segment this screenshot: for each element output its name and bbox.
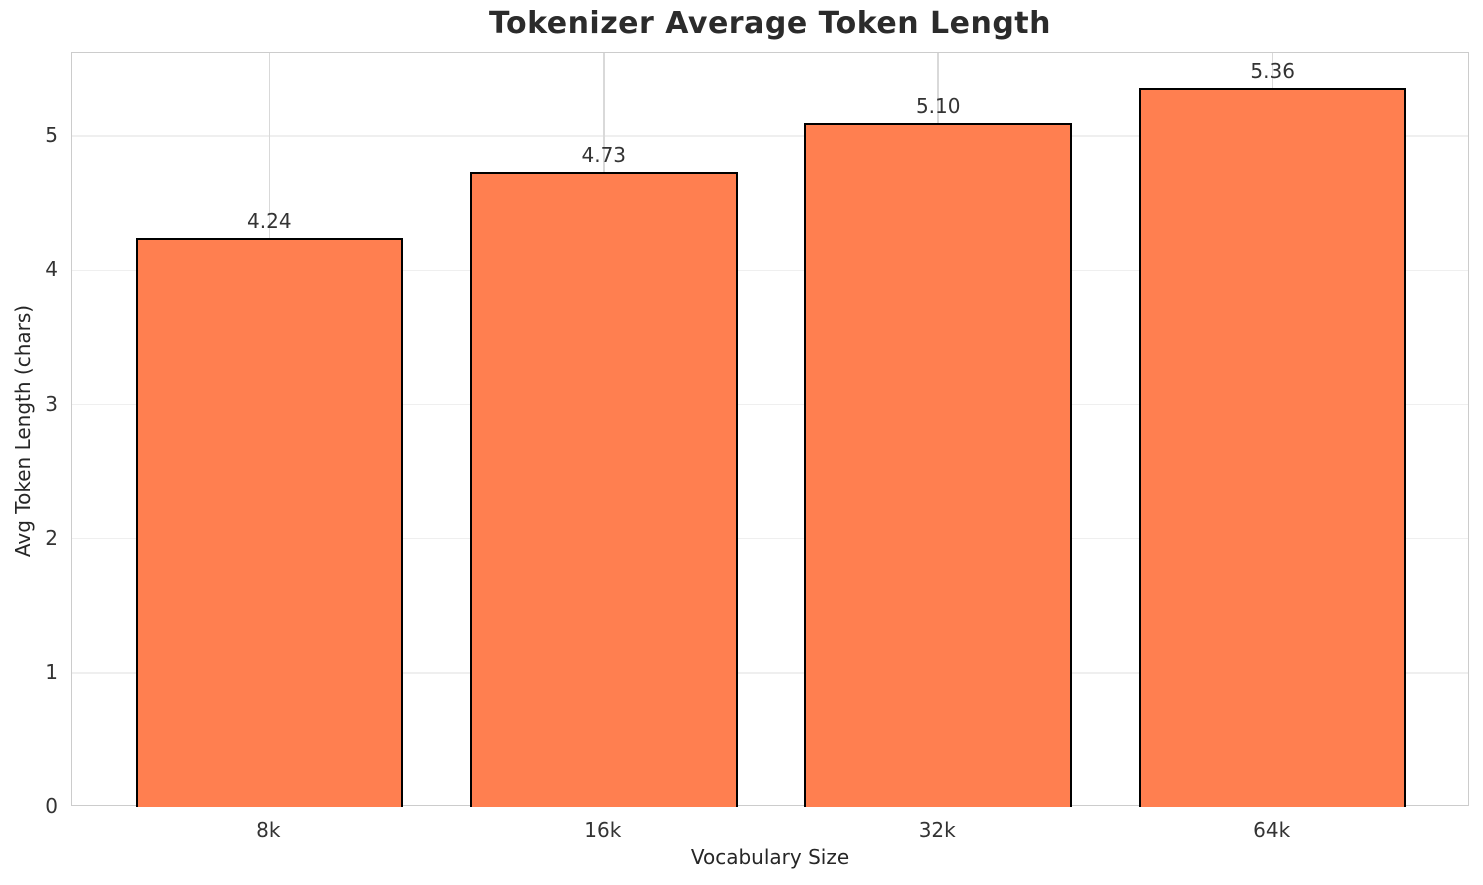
h-gridline	[72, 135, 1468, 137]
h-gridline	[72, 269, 1468, 272]
bar-value-label: 5.10	[915, 93, 961, 118]
bar-value-label: 4.73	[581, 143, 627, 168]
y-tick-label: 2	[45, 525, 58, 550]
bar-16k	[469, 172, 738, 807]
h-gridline	[72, 672, 1468, 674]
x-axis-label: Vocabulary Size	[690, 845, 850, 869]
y-tick-label: 3	[45, 391, 58, 416]
y-tick-label: 1	[45, 659, 58, 684]
bar-value-label: 4.24	[247, 209, 292, 234]
x-tick-label: 32k	[918, 818, 956, 842]
h-gridline	[72, 537, 1468, 540]
bar-value-label: 5.36	[1250, 58, 1295, 83]
bar-8k	[135, 238, 404, 807]
y-tick-label: 5	[45, 123, 58, 148]
y-axis-label: Avg Token Length (chars)	[11, 304, 35, 558]
chart-title: Tokenizer Average Token Length	[488, 6, 1051, 41]
y-tick-label: 0	[45, 794, 58, 818]
bar-64k	[1138, 87, 1407, 807]
x-tick-label: 8k	[256, 818, 281, 842]
plot-area: 4.24 4.73 5.10 5.36	[71, 52, 1469, 807]
x-tick-label: 64k	[1253, 818, 1291, 842]
y-tick-label: 4	[45, 257, 58, 282]
bar-32k	[804, 122, 1072, 807]
x-tick-label: 16k	[584, 818, 622, 842]
h-gridline	[72, 403, 1468, 406]
